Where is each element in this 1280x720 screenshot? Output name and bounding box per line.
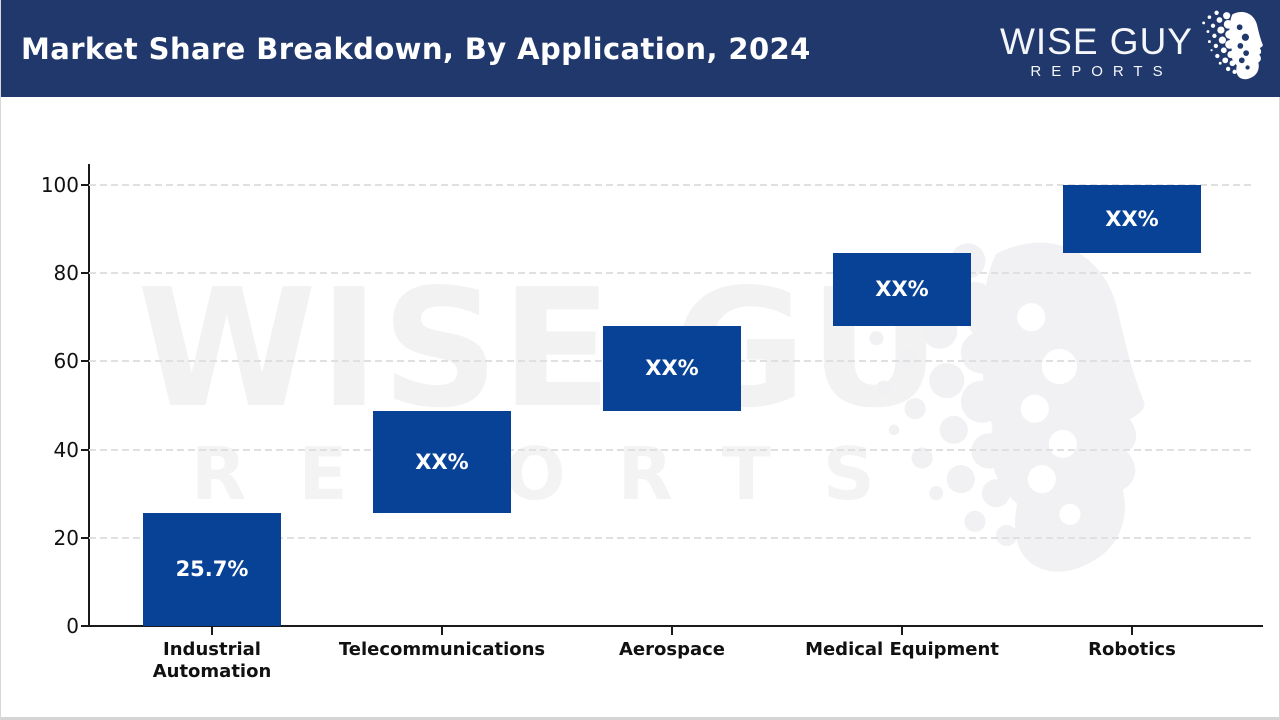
y-axis-tick — [81, 448, 89, 451]
y-axis-tick-label: 40 — [53, 437, 79, 462]
x-axis-tick — [441, 627, 443, 635]
y-axis-tick — [81, 536, 89, 539]
x-axis-category-label: Telecommunications — [338, 639, 546, 660]
waterfall-bar: XX% — [833, 252, 971, 326]
gridline — [89, 184, 1253, 186]
x-axis-tick — [1131, 627, 1133, 635]
x-axis-tick — [671, 627, 673, 635]
x-axis-tick — [211, 627, 213, 635]
y-axis-tick-label: 20 — [53, 525, 79, 550]
logo-reports-text: REPORTS — [1030, 62, 1173, 80]
y-axis-tick — [81, 184, 89, 186]
page-title: Market Share Breakdown, By Application, … — [21, 31, 811, 66]
waterfall-bar: XX% — [603, 325, 741, 411]
logo-wordmark: WISE GUY REPORTS — [1000, 23, 1193, 79]
gridline — [89, 448, 1253, 451]
x-axis-category-label: Industrial Automation — [152, 639, 272, 682]
bar-value-label: XX% — [415, 449, 469, 474]
x-axis-category-label: Robotics — [1088, 639, 1176, 660]
bar-value-label: XX% — [1105, 206, 1159, 231]
waterfall-bar: 25.7% — [143, 512, 281, 626]
gridline — [89, 536, 1253, 539]
x-axis-category-label: Medical Equipment — [805, 639, 999, 660]
y-axis-tick-label: 100 — [40, 173, 79, 197]
x-axis-tick — [901, 627, 903, 635]
logo-wiseguy-text: WISE GUY — [999, 20, 1193, 62]
wise-guy-reports-logo: WISE GUY REPORTS — [1000, 7, 1267, 91]
x-axis-category-label: Aerospace — [618, 639, 725, 660]
y-axis-spine — [88, 164, 90, 627]
y-axis-tick — [81, 272, 89, 275]
bar-value-label: XX% — [645, 356, 699, 381]
logo-face-icon — [1195, 7, 1267, 91]
y-axis-tick-label: 80 — [53, 261, 79, 286]
y-axis-tick-label: 60 — [53, 349, 79, 374]
y-axis-tick-label: 0 — [66, 614, 79, 638]
y-axis-tick — [81, 625, 89, 627]
gridline — [89, 272, 1253, 275]
y-axis-tick — [81, 360, 89, 363]
header-banner: Market Share Breakdown, By Application, … — [1, 0, 1280, 97]
bar-value-label: XX% — [875, 277, 929, 302]
waterfall-bar: XX% — [1063, 185, 1201, 253]
x-axis-spine — [88, 625, 1263, 627]
bar-value-label: 25.7% — [175, 557, 249, 582]
waterfall-bar: XX% — [373, 410, 511, 513]
